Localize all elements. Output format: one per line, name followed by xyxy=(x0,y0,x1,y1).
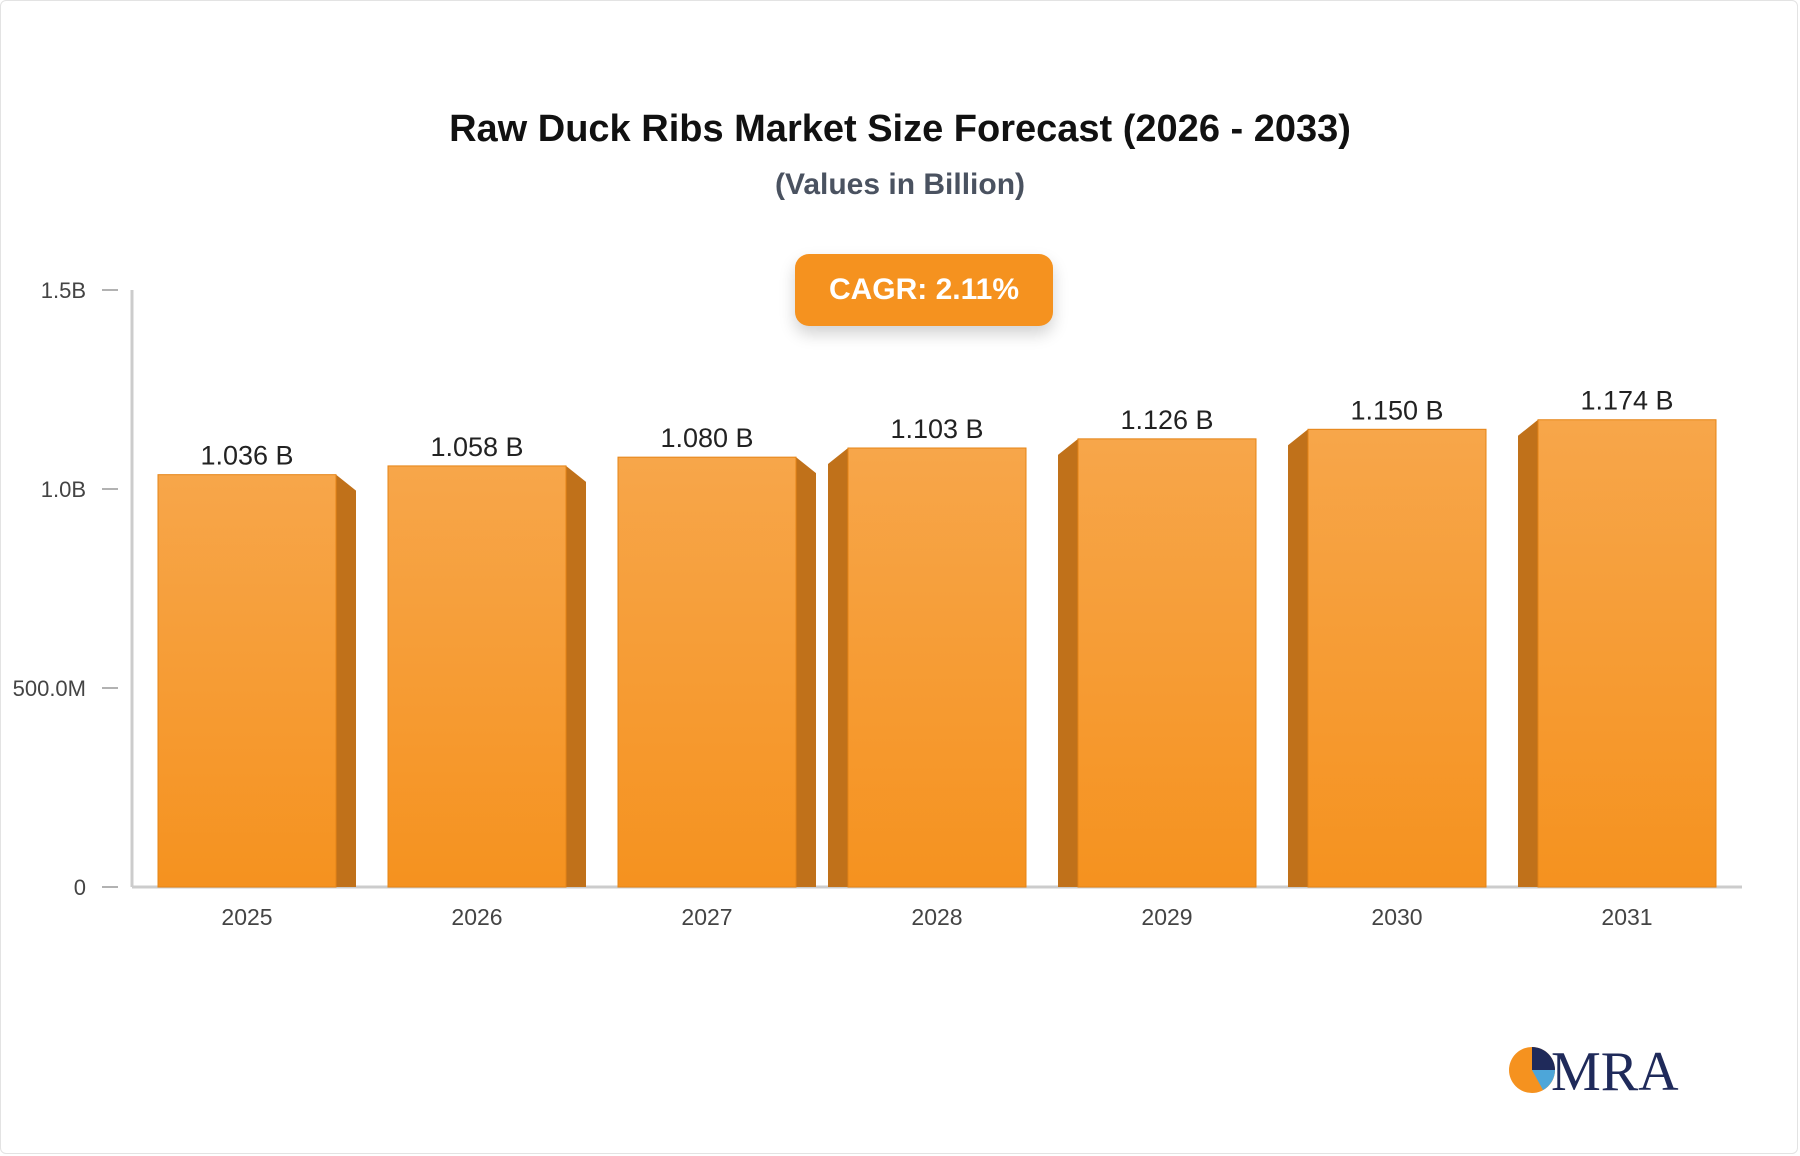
bar-side xyxy=(1518,419,1538,887)
bar-side xyxy=(796,457,816,887)
bar-value-label: 1.103 B xyxy=(890,414,983,444)
bar-2027: 1.080 B 2027 xyxy=(617,423,816,930)
x-tick-label: 2030 xyxy=(1371,904,1422,930)
bar-value-label: 1.174 B xyxy=(1580,386,1673,416)
bar-side xyxy=(566,465,586,887)
bar-front xyxy=(387,465,567,888)
bar-2026: 1.058 B 2026 xyxy=(387,432,586,930)
bar-front xyxy=(1537,419,1717,888)
bar-2028: 1.103 B 2028 xyxy=(828,414,1027,930)
bar-value-label: 1.126 B xyxy=(1120,405,1213,435)
logo-text: MRA xyxy=(1551,1041,1679,1098)
chart-title: Raw Duck Ribs Market Size Forecast (2026… xyxy=(449,108,1351,150)
bar-2025: 1.036 B 2025 xyxy=(157,441,356,930)
x-tick-label: 2027 xyxy=(681,904,732,930)
x-tick-label: 2031 xyxy=(1601,904,1652,930)
chart-subtitle: (Values in Billion) xyxy=(774,168,1026,201)
bar-front xyxy=(1077,438,1257,888)
bar-front xyxy=(1307,428,1487,888)
bar-side xyxy=(1288,429,1308,887)
bar-value-label: 1.036 B xyxy=(200,441,293,471)
y-tick-label: 0 xyxy=(74,875,86,900)
bar-front xyxy=(617,456,797,888)
bar-front xyxy=(157,474,337,888)
x-tick-label: 2029 xyxy=(1141,904,1192,930)
bar-side xyxy=(1058,438,1078,887)
cagr-badge: CAGR: 2.11% xyxy=(795,254,1053,326)
bar-value-label: 1.058 B xyxy=(430,432,523,462)
x-tick-label: 2025 xyxy=(221,904,272,930)
y-tick-label: 500.0M xyxy=(13,676,86,701)
bar-front xyxy=(847,447,1027,888)
y-tick-label: 1.5B xyxy=(41,278,86,303)
bar-2031: 1.174 B 2031 xyxy=(1518,386,1717,930)
bar-2029: 1.126 B 2029 xyxy=(1058,405,1257,930)
y-tick-label: 1.0B xyxy=(41,477,86,502)
bar-side xyxy=(828,448,848,887)
bar-side xyxy=(336,474,356,887)
x-tick-label: 2026 xyxy=(451,904,502,930)
mra-logo: MRA xyxy=(1505,1038,1695,1103)
bar-2030: 1.150 B 2030 xyxy=(1288,395,1487,930)
bar-value-label: 1.150 B xyxy=(1350,395,1443,425)
x-tick-label: 2028 xyxy=(911,904,962,930)
bar-value-label: 1.080 B xyxy=(660,423,753,453)
